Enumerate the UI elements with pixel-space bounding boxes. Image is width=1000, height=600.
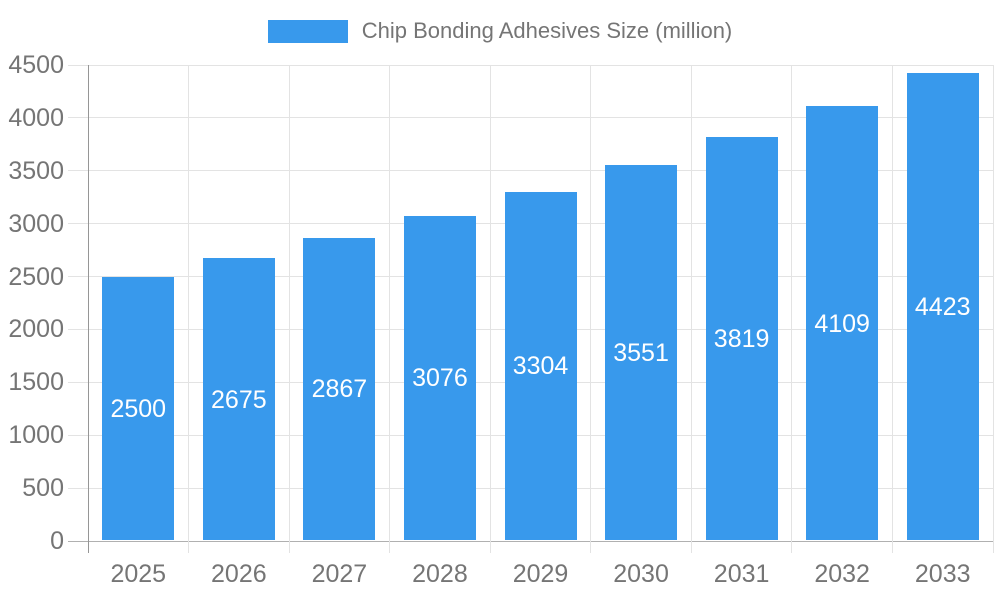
y-axis-tick-label: 3000 bbox=[8, 209, 64, 238]
gridline-vertical bbox=[992, 65, 994, 553]
y-axis-tick-label: 500 bbox=[22, 474, 64, 503]
bar-value-label: 4109 bbox=[814, 309, 870, 338]
gridline-vertical bbox=[590, 65, 592, 553]
gridline-vertical bbox=[389, 65, 391, 553]
y-axis-tick-label: 1500 bbox=[8, 368, 64, 397]
bar-2026[interactable] bbox=[202, 258, 275, 540]
gridline-horizontal bbox=[68, 64, 993, 66]
gridline-vertical bbox=[791, 65, 793, 553]
bar-value-label: 3304 bbox=[512, 352, 569, 381]
bar-2033[interactable] bbox=[906, 73, 979, 540]
x-axis-tick-label: 2030 bbox=[613, 560, 669, 588]
y-axis-tick-label: 4500 bbox=[8, 51, 64, 79]
gridline-horizontal bbox=[68, 170, 993, 172]
bar-value-label: 2500 bbox=[110, 394, 167, 423]
bar-value-label: 3819 bbox=[713, 325, 770, 354]
bar-value-label: 2675 bbox=[211, 385, 267, 414]
y-axis-tick-label: 2000 bbox=[8, 315, 64, 344]
y-axis-tick-label: 3500 bbox=[8, 156, 64, 185]
bar-value-label: 3076 bbox=[412, 364, 468, 393]
bar-2030[interactable] bbox=[605, 165, 678, 540]
x-axis-tick-label: 2028 bbox=[412, 560, 468, 588]
gridline-vertical bbox=[288, 65, 290, 553]
legend-swatch-icon bbox=[267, 19, 348, 43]
y-axis-tick-label: 0 bbox=[50, 527, 64, 555]
x-axis-line bbox=[68, 540, 993, 542]
bar-value-label: 2867 bbox=[311, 375, 368, 404]
x-axis-tick-label: 2032 bbox=[814, 560, 870, 588]
x-axis-tick-label: 2027 bbox=[311, 560, 368, 588]
bar-2031[interactable] bbox=[705, 137, 778, 540]
legend-label: Chip Bonding Adhesives Size (million) bbox=[361, 18, 733, 43]
y-axis-tick-label: 1000 bbox=[8, 421, 64, 450]
bar-2027[interactable] bbox=[303, 237, 376, 540]
gridline-vertical bbox=[891, 65, 893, 553]
x-axis-tick-label: 2029 bbox=[512, 560, 569, 588]
bar-value-label: 3551 bbox=[613, 339, 669, 368]
bar-2032[interactable] bbox=[806, 106, 879, 540]
x-axis-tick-label: 2033 bbox=[914, 560, 971, 588]
bar-2025[interactable] bbox=[102, 276, 175, 540]
x-axis-tick-label: 2026 bbox=[211, 560, 267, 588]
gridline-vertical bbox=[489, 65, 491, 553]
x-axis-tick-label: 2031 bbox=[713, 560, 770, 588]
gridline-vertical bbox=[188, 65, 190, 553]
bar-2029[interactable] bbox=[504, 191, 577, 540]
x-axis-tick-label: 2025 bbox=[110, 560, 167, 588]
bar-value-label: 4423 bbox=[914, 293, 971, 322]
chart-legend[interactable]: Chip Bonding Adhesives Size (million) bbox=[0, 18, 1000, 44]
y-axis-tick-label: 4000 bbox=[8, 103, 64, 132]
gridline-horizontal bbox=[68, 117, 993, 119]
y-axis-line bbox=[87, 65, 89, 553]
bar-2028[interactable] bbox=[403, 215, 476, 540]
gridline-vertical bbox=[690, 65, 692, 553]
y-axis-tick-label: 2500 bbox=[8, 262, 64, 291]
